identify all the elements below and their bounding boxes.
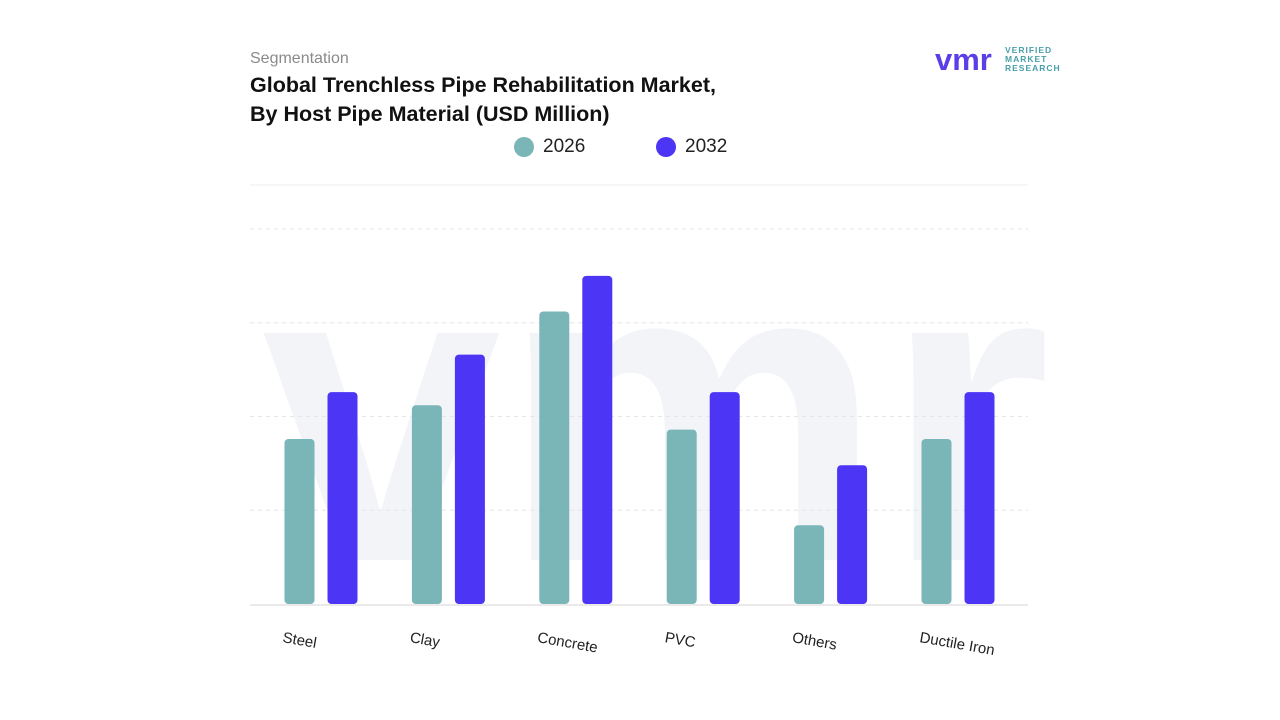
bar-others-2026[interactable]	[794, 525, 825, 604]
chart-grid	[250, 184, 1028, 606]
bar-clay-2032[interactable]	[454, 354, 485, 604]
legend-swatch-2026	[514, 137, 534, 157]
x-tick-label-pvc: PVC	[664, 629, 697, 651]
bar-ductile-iron-2026[interactable]	[921, 439, 952, 604]
legend-label-2026: 2026	[543, 136, 586, 157]
bar-concrete-2032[interactable]	[582, 275, 613, 604]
legend-swatch-2032	[656, 137, 676, 157]
bar-concrete-2026[interactable]	[539, 311, 570, 605]
bar-others-2032[interactable]	[837, 465, 868, 604]
chart-eyebrow: Segmentation	[250, 50, 349, 67]
bar-pvc-2026[interactable]	[666, 429, 697, 604]
bar-steel-2032[interactable]	[327, 392, 358, 604]
logo-line-research: RESEARCH	[1005, 62, 1061, 73]
legend-item-2026[interactable]: 2026	[514, 136, 585, 158]
vmr-logo-wordmark: VERIFIED MARKET RESEARCH	[1005, 44, 1061, 73]
vmr-logo: vmr VERIFIED MARKET RESEARCH	[935, 44, 1061, 74]
logo-line-verified: VERIFIED	[1005, 44, 1053, 55]
chart-title-line-2: By Host Pipe Material (USD Million)	[250, 102, 610, 126]
svg-text:vmr: vmr	[262, 172, 1051, 652]
bar-clay-2026[interactable]	[411, 405, 442, 604]
vmr-logo-mark: vmr	[935, 44, 992, 74]
logo-line-market: MARKET	[1005, 53, 1048, 64]
vmr-watermark: vmr	[262, 172, 1051, 652]
chart-title: Global Trenchless Pipe Rehabilitation Ma…	[250, 71, 716, 129]
legend-label-2032: 2032	[685, 136, 728, 157]
chart-title-line-1: Global Trenchless Pipe Rehabilitation Ma…	[250, 73, 716, 97]
svg-text:vmr: vmr	[935, 44, 992, 74]
chart-bars	[284, 275, 995, 605]
bar-steel-2026[interactable]	[284, 439, 315, 604]
x-tick-label-clay: Clay	[409, 629, 442, 651]
bar-pvc-2032[interactable]	[709, 392, 740, 604]
bar-ductile-iron-2032[interactable]	[964, 392, 995, 604]
legend-item-2032[interactable]: 2032	[656, 136, 727, 158]
x-tick-label-steel: Steel	[281, 629, 318, 652]
